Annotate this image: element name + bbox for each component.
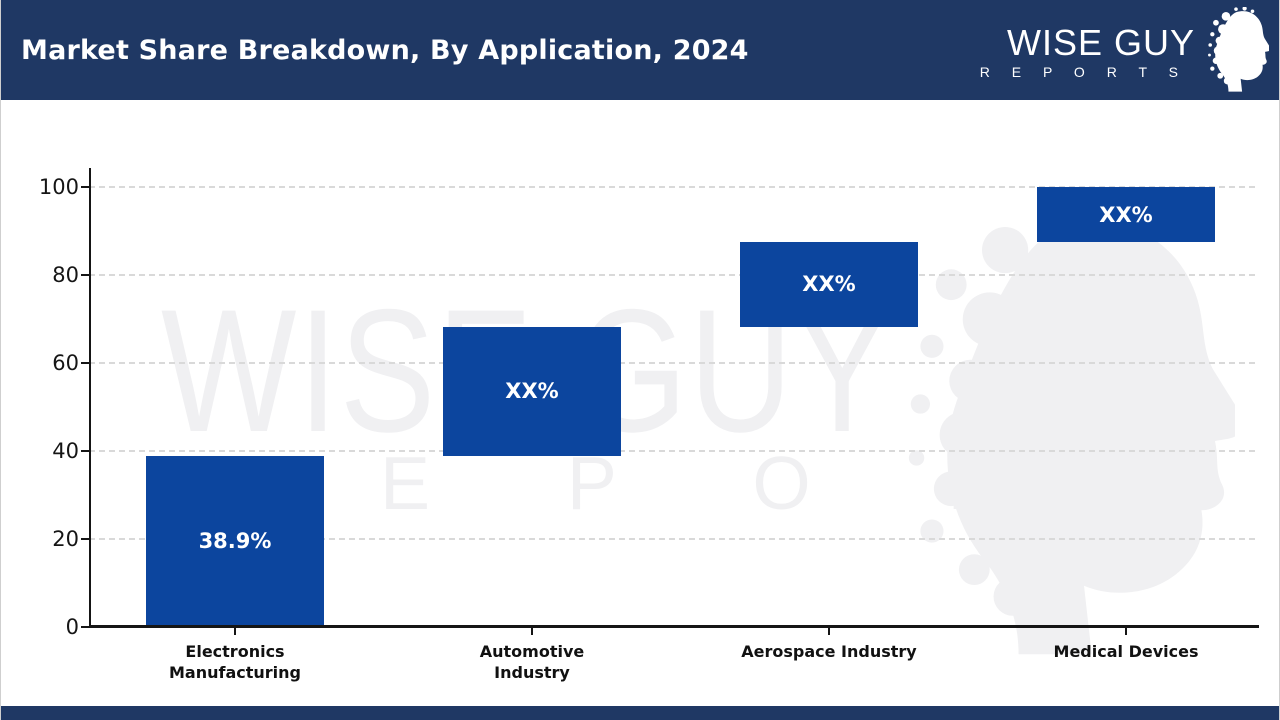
footer-bar <box>1 706 1279 720</box>
category-label-line: Automotive <box>479 642 585 661</box>
x-axis-tick <box>531 628 533 635</box>
y-axis-tick <box>81 626 89 628</box>
bar-value-label: XX% <box>802 272 856 297</box>
category-label-line: Medical Devices <box>1053 642 1199 661</box>
y-axis-tick <box>81 186 89 188</box>
gridline <box>89 538 1259 540</box>
bar-electronics-manufacturing <box>146 455 324 627</box>
y-axis-tick <box>81 538 89 540</box>
category-label-line: Industry <box>494 663 570 682</box>
x-axis-tick <box>828 628 830 635</box>
x-axis-line <box>89 625 1259 628</box>
brand-head-icon <box>1208 7 1269 92</box>
bar-value-label: 38.9% <box>198 529 272 554</box>
category-label-automotive-industry: Automotive Industry <box>412 641 652 683</box>
watermark-head-icon <box>908 200 1235 655</box>
brand-logo-subtext: R E P O R T S <box>979 64 1187 80</box>
y-axis-tick-label: 20 <box>52 527 79 551</box>
category-label-line: Aerospace Industry <box>741 642 917 661</box>
category-label-medical-devices: Medical Devices <box>1006 641 1246 662</box>
bar-medical-devices <box>1037 187 1215 242</box>
category-label-line: Electronics <box>185 642 285 661</box>
y-axis-line <box>89 168 91 628</box>
bar-value-label: XX% <box>1099 202 1153 227</box>
y-axis-tick-label: 0 <box>65 615 79 639</box>
gridline <box>89 362 1259 364</box>
gridline <box>89 450 1259 452</box>
header-bar: Market Share Breakdown, By Application, … <box>1 0 1279 100</box>
y-axis-tick <box>81 362 89 364</box>
y-axis-tick-label: 100 <box>38 175 79 199</box>
gridline <box>89 274 1259 276</box>
brand-logo: WISE GUY R E P O R T S <box>980 0 1273 100</box>
chart-title: Market Share Breakdown, By Application, … <box>21 34 749 66</box>
gridline <box>89 186 1259 188</box>
x-axis-tick <box>234 628 236 635</box>
bar-automotive-industry <box>443 326 621 456</box>
y-axis-tick-label: 60 <box>52 351 79 375</box>
y-axis-tick <box>81 274 89 276</box>
bar-value-label: XX% <box>505 379 559 404</box>
category-label-aerospace-industry: Aerospace Industry <box>709 641 949 662</box>
category-label-electronics-manufacturing: Electronics Manufacturing <box>115 641 355 683</box>
y-axis-tick-label: 40 <box>52 439 79 463</box>
bar-aerospace-industry <box>740 242 918 327</box>
y-axis-tick <box>81 450 89 452</box>
category-label-line: Manufacturing <box>169 663 301 682</box>
brand-logo-wordmark: WISE GUY <box>1006 22 1195 63</box>
x-axis-tick <box>1125 628 1127 635</box>
y-axis-tick-label: 80 <box>52 263 79 287</box>
